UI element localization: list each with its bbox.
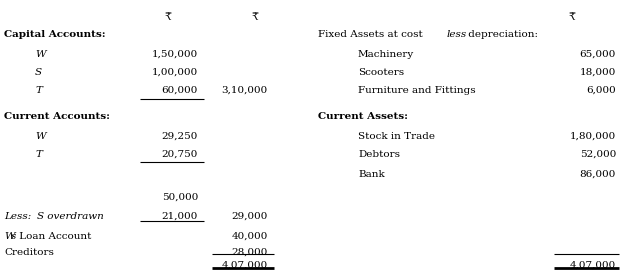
Text: Fixed Assets at cost: Fixed Assets at cost xyxy=(318,30,426,39)
Text: 40,000: 40,000 xyxy=(232,232,268,241)
Text: 28,000: 28,000 xyxy=(232,248,268,257)
Text: 20,750: 20,750 xyxy=(162,150,198,159)
Text: 3,10,000: 3,10,000 xyxy=(222,86,268,95)
Text: S: S xyxy=(35,68,42,77)
Text: Current Assets:: Current Assets: xyxy=(318,112,408,121)
Text: s: s xyxy=(11,232,16,241)
Text: less: less xyxy=(447,30,467,39)
Text: Current Accounts:: Current Accounts: xyxy=(4,112,110,121)
Text: Loan Account: Loan Account xyxy=(16,232,91,241)
Text: T: T xyxy=(35,86,42,95)
Text: 6,000: 6,000 xyxy=(587,86,616,95)
Text: Machinery: Machinery xyxy=(358,50,414,59)
Text: 65,000: 65,000 xyxy=(580,50,616,59)
Text: 29,250: 29,250 xyxy=(162,132,198,141)
Text: ₹: ₹ xyxy=(251,12,258,22)
Text: 29,000: 29,000 xyxy=(232,212,268,221)
Text: Bank: Bank xyxy=(358,170,385,179)
Text: Less:: Less: xyxy=(4,212,34,221)
Text: Capital Accounts:: Capital Accounts: xyxy=(4,30,105,39)
Text: S: S xyxy=(37,212,44,221)
Text: 18,000: 18,000 xyxy=(580,68,616,77)
Text: 4,07,000: 4,07,000 xyxy=(570,261,616,270)
Text: 1,50,000: 1,50,000 xyxy=(152,50,198,59)
Text: W: W xyxy=(35,50,46,59)
Text: Stock in Trade: Stock in Trade xyxy=(358,132,435,141)
Text: T: T xyxy=(35,150,42,159)
Text: Scooters: Scooters xyxy=(358,68,404,77)
Text: 1,00,000: 1,00,000 xyxy=(152,68,198,77)
Text: 1,80,000: 1,80,000 xyxy=(570,132,616,141)
Text: 50,000: 50,000 xyxy=(162,193,198,202)
Text: overdrawn: overdrawn xyxy=(44,212,104,221)
Text: Creditors: Creditors xyxy=(4,248,54,257)
Text: ₹: ₹ xyxy=(165,12,172,22)
Text: Debtors: Debtors xyxy=(358,150,400,159)
Text: 4,07,000: 4,07,000 xyxy=(222,261,268,270)
Text: Furniture and Fittings: Furniture and Fittings xyxy=(358,86,475,95)
Text: W: W xyxy=(4,232,14,241)
Text: 52,000: 52,000 xyxy=(580,150,616,159)
Text: 21,000: 21,000 xyxy=(162,212,198,221)
Text: W: W xyxy=(35,132,46,141)
Text: depreciation:: depreciation: xyxy=(465,30,538,39)
Text: 60,000: 60,000 xyxy=(162,86,198,95)
Text: 86,000: 86,000 xyxy=(580,170,616,179)
Text: ₹: ₹ xyxy=(568,12,575,22)
